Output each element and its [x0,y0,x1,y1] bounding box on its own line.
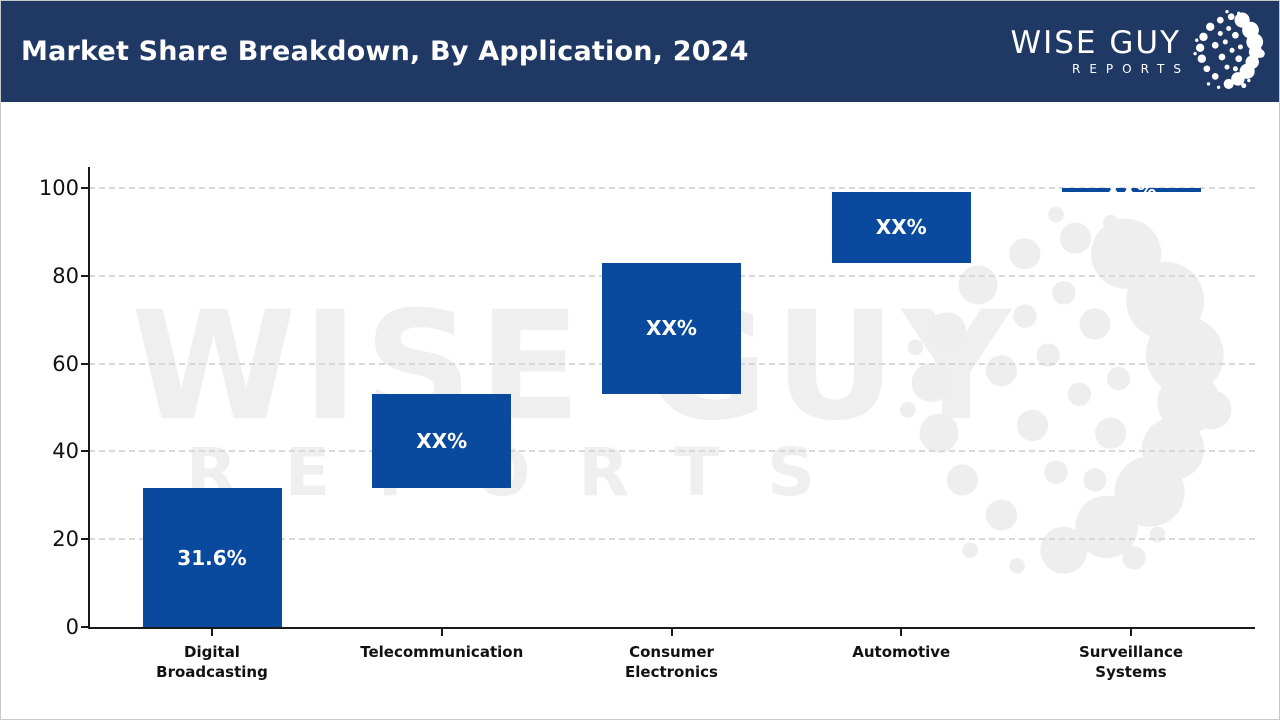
y-tick-60 [81,362,89,365]
watermark-text-line1: WISE GUY [131,280,1017,454]
y-tick-0 [81,626,89,628]
report-header: Market Share Breakdown, By Application, … [1,1,1279,102]
bar-telecommunication: XX% [372,394,512,489]
x-category-label: Automotive [791,642,1011,662]
watermark-head-icon [861,172,1251,632]
y-axis [88,167,90,629]
logo-brand-name: WISE GUY [1010,25,1181,62]
y-tick-label-80: 80 [52,263,79,288]
y-tick-label-0: 0 [65,615,79,639]
y-tick-label-20: 20 [52,527,79,552]
y-tick-label-60: 60 [52,351,79,376]
x-category-label: Telecommunication [332,642,552,662]
bar-value-label: XX% [1105,178,1157,203]
bar-value-label: XX% [646,316,697,341]
wiseguy-logo: WISE GUY REPORTS [1010,1,1279,102]
bar-digital-broadcasting: 31.6% [142,488,282,627]
y-tick-20 [81,538,89,541]
bar-consumer-electronics: XX% [602,262,741,395]
bar-value-label: XX% [875,215,927,240]
gridline-100 [89,187,1255,189]
x-tick-1 [440,629,443,636]
x-category-label-line: Systems [1095,663,1167,681]
logo-text: WISE GUY REPORTS [1010,27,1181,76]
chart-area: WISE GUY REPORTS 0 20 40 60 80 100 31.6% XX% XX%… [1,102,1279,719]
x-category-label: Surveillance Systems [1021,642,1241,682]
plot-region: 0 20 40 60 80 100 31.6% XX% XX% XX% XX% Digital Broa… [1,102,1279,719]
y-tick-100 [81,187,89,189]
x-category-label-line: Broadcasting [156,663,268,681]
y-tick-40 [81,450,89,453]
report-title: Market Share Breakdown, By Application, … [21,36,749,67]
x-tick-4 [1130,629,1132,636]
y-tick-80 [81,274,89,277]
x-tick-2 [670,629,673,636]
x-category-label: Digital Broadcasting [102,642,322,682]
bar-value-label: 31.6% [177,545,247,570]
x-category-label-line: Electronics [625,663,718,681]
x-category-label-line: Digital [184,643,240,661]
x-category-label-line: Automotive [852,643,951,661]
bar-automotive: XX% [831,192,971,263]
x-category-label-line: Telecommunication [360,643,524,661]
y-tick-label-40: 40 [52,439,79,464]
x-category-label-line: Consumer [629,643,714,661]
logo-brand-subtitle: REPORTS [1071,61,1190,76]
gridline-20 [89,538,1255,541]
x-category-label-line: Surveillance [1078,643,1184,661]
dotted-head-logo-icon [1185,7,1269,97]
x-tick-0 [211,629,213,636]
y-tick-label-100: 100 [38,176,79,200]
bar-value-label: XX% [416,429,468,454]
x-category-label: Consumer Electronics [562,642,782,682]
bar-surveillance-systems: XX% [1061,180,1201,200]
x-tick-3 [900,629,903,636]
gridline-40 [89,450,1255,453]
x-axis [88,627,1255,629]
